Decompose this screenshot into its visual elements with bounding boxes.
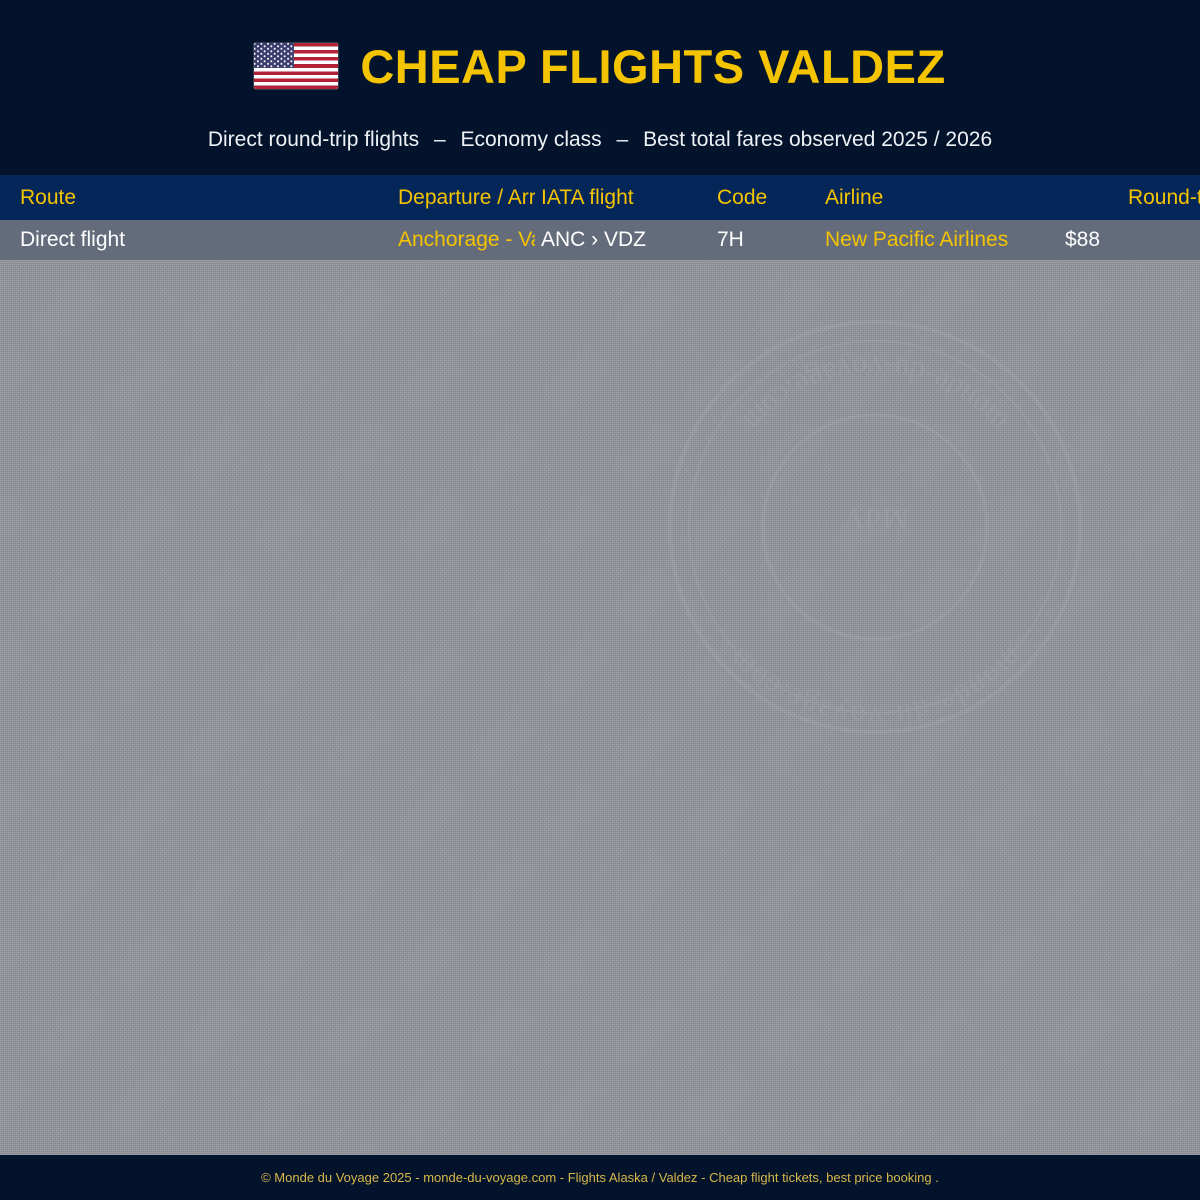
- flag-stars: [254, 43, 295, 68]
- title-row: CHEAP FLIGHTS VALDEZ: [0, 30, 1200, 102]
- cell-price: $88: [1065, 228, 1101, 251]
- page-subtitle: Direct round-trip flights – Economy clas…: [0, 128, 1200, 152]
- subtitle-separator-2: –: [616, 128, 629, 151]
- content-area: monde-du-voyage.com monde-du-voyage.com …: [0, 260, 1200, 1155]
- flights-table-wrapper: Route Departure / Arrival IATA flight Co…: [0, 175, 1200, 260]
- background-noise-texture: [0, 260, 1200, 1155]
- page-footer: © Monde du Voyage 2025 - monde-du-voyage…: [0, 1155, 1200, 1200]
- column-header-code[interactable]: Code: [717, 185, 768, 209]
- table-row[interactable]: Direct flight Anchorage - Valdez ANC › V…: [0, 220, 1200, 260]
- subtitle-part-2: Economy class: [460, 128, 602, 151]
- subtitle-separator-1: –: [433, 128, 446, 151]
- table-header-row: Route Departure / Arrival IATA flight Co…: [0, 175, 1200, 220]
- cell-iata: ANC › VDZ: [541, 228, 646, 251]
- column-header-iata[interactable]: IATA flight: [541, 185, 634, 209]
- cell-departure[interactable]: Anchorage - Valdez: [398, 228, 535, 251]
- footer-copyright-text: © Monde du Voyage 2025 - monde-du-voyage…: [261, 1170, 939, 1185]
- cell-route: Direct flight: [20, 228, 126, 251]
- flights-table: Route Departure / Arrival IATA flight Co…: [0, 175, 1200, 260]
- flights-table-body: Direct flight Anchorage - Valdez ANC › V…: [0, 220, 1200, 260]
- page-title: CHEAP FLIGHTS VALDEZ: [360, 39, 946, 93]
- flights-table-head: Route Departure / Arrival IATA flight Co…: [0, 175, 1200, 220]
- column-header-departure[interactable]: Departure / Arrival: [398, 185, 535, 209]
- cell-code: 7H: [717, 228, 744, 251]
- cell-airline[interactable]: New Pacific Airlines: [825, 228, 1009, 251]
- column-header-route[interactable]: Route: [20, 185, 77, 209]
- column-header-airline[interactable]: Airline: [825, 185, 884, 209]
- us-flag-icon: [254, 43, 339, 89]
- column-header-price[interactable]: Round-trip: [1127, 185, 1200, 209]
- subtitle-part-3: Best total fares observed 2025 / 2026: [643, 128, 993, 151]
- page-header: CHEAP FLIGHTS VALDEZ Direct round-trip f…: [0, 0, 1200, 175]
- subtitle-part-1: Direct round-trip flights: [207, 128, 420, 151]
